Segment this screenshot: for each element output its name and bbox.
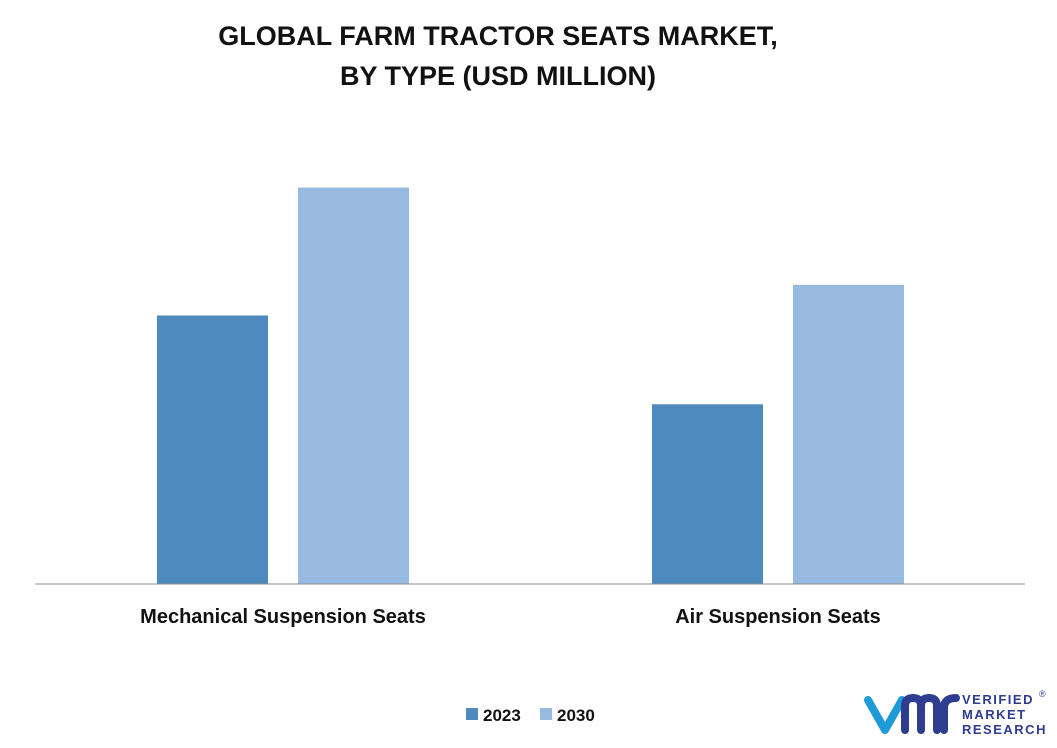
legend-label-2023: 2023: [483, 706, 521, 725]
vmr-logo: VERIFIED MARKET RESEARCH ®: [864, 689, 1047, 737]
legend-label-2030: 2030: [557, 706, 595, 725]
legend-swatch-2023: [466, 708, 478, 720]
vmr-logo-icon: [864, 694, 960, 734]
bar-2030-mechanical-suspension-seats: [298, 187, 409, 585]
chart-title-line-2: BY TYPE (USD MILLION): [340, 61, 656, 91]
logo-text-verified: VERIFIED: [962, 692, 1034, 707]
logo-text-market: MARKET: [962, 707, 1027, 722]
bars-group: [157, 187, 904, 585]
bar-2023-mechanical-suspension-seats: [157, 315, 268, 584]
category-label-mechanical: Mechanical Suspension Seats: [140, 606, 426, 628]
category-label-air: Air Suspension Seats: [675, 606, 881, 628]
bar-2030-air-suspension-seats: [793, 284, 904, 584]
logo-registered-mark: ®: [1039, 689, 1046, 699]
legend-swatch-2030: [540, 708, 552, 720]
chart-title-line-1: GLOBAL FARM TRACTOR SEATS MARKET,: [218, 21, 778, 51]
legend: 2023 2030: [466, 706, 595, 725]
logo-text-research: RESEARCH: [962, 722, 1047, 737]
bar-2023-air-suspension-seats: [652, 404, 763, 584]
